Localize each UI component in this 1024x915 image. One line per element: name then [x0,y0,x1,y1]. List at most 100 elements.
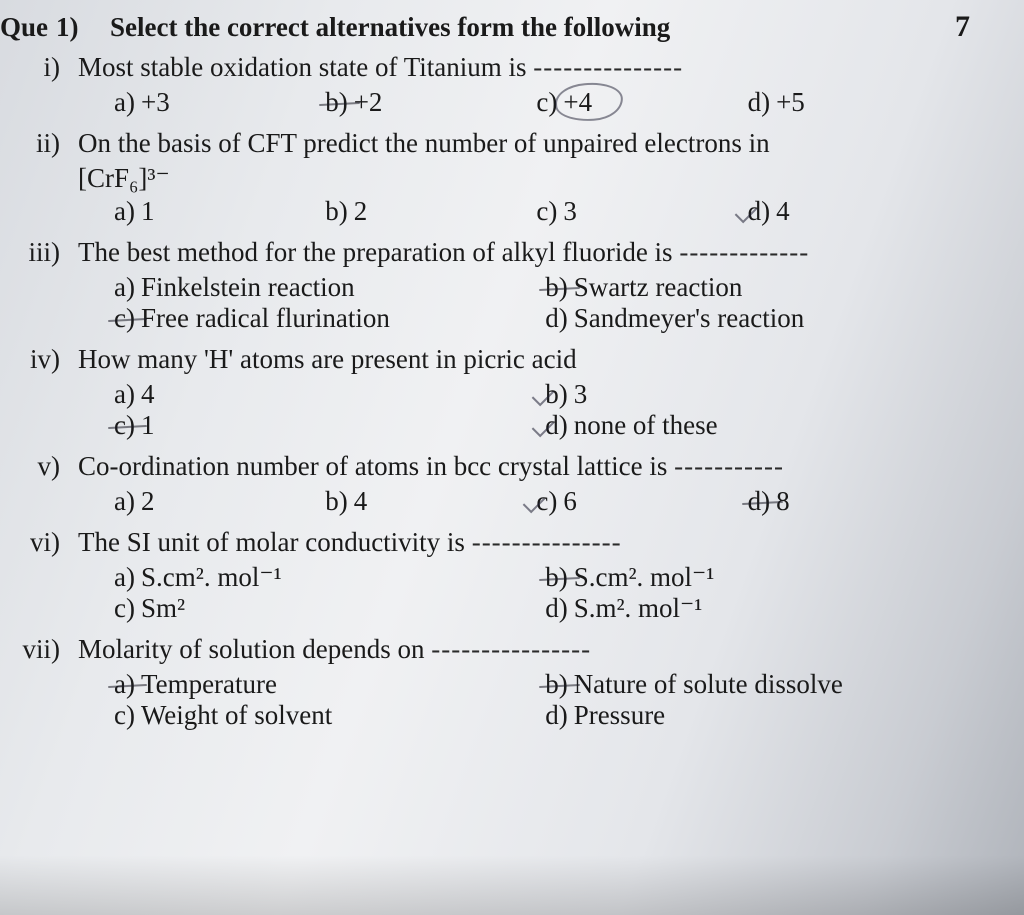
option: b)3 [545,379,976,410]
page-shadow [0,855,1024,915]
option-text: none of these [574,410,718,441]
option-letter: d) [545,410,574,441]
options-row: a)+3b)+2c)+4d)+5 [78,87,994,118]
option-text: Sandmeyer's reaction [574,303,805,334]
option-letter: b) [325,196,354,227]
option-letter: d) [748,196,777,227]
option-letter: d) [545,593,574,624]
option-text: 4 [776,196,790,227]
option-text: Pressure [574,700,665,731]
formula: [CrF₆]³⁻ [78,163,994,194]
option: a)4 [114,379,545,410]
options-row: a)S.cm². mol⁻¹b)S.cm². mol⁻¹c)Sm²d)S.m².… [78,562,994,624]
option-letter: c) [114,410,141,441]
blank-line: --------------- [472,527,622,557]
option-text: Free radical flurination [141,303,390,334]
option-text: Finkelstein reaction [141,272,355,303]
option-letter: a) [114,196,141,227]
option-letter: c) [536,196,563,227]
option-text: 4 [354,486,368,517]
option-text: 3 [574,379,588,410]
blank-line: --------------- [533,52,683,82]
options-row: a)1b)2c)3d)4 [78,196,994,227]
item-number: ii) [0,128,78,233]
item-body: Most stable oxidation state of Titanium … [78,52,994,124]
question-item: iv)How many 'H' atoms are present in pic… [0,344,994,447]
option-text: Weight of solvent [141,700,332,731]
option-text: 4 [141,379,155,410]
item-number: i) [0,52,78,124]
item-body: Co-ordination number of atoms in bcc cry… [78,451,994,523]
item-stem: Molarity of solution depends on --------… [78,634,994,665]
option-letter: a) [114,669,141,700]
item-body: The SI unit of molar conductivity is ---… [78,527,994,630]
option-letter: d) [748,87,777,118]
option: b)Nature of solute dissolve [545,669,976,700]
question-item: vi)The SI unit of molar conductivity is … [0,527,994,630]
option-letter: b) [545,379,574,410]
option-text: 2 [141,486,155,517]
option-letter: b) [545,562,574,593]
option-letter: c) [114,700,141,731]
option: a)Finkelstein reaction [114,272,545,303]
option: b)2 [325,196,536,227]
option: a)1 [114,196,325,227]
item-stem: On the basis of CFT predict the number o… [78,128,994,159]
option-letter: b) [325,486,354,517]
option-text: +4 [563,87,592,118]
option-text: 1 [141,196,155,227]
option-letter: b) [325,87,354,118]
options-row: a)Finkelstein reactionb)Swartz reactionc… [78,272,994,334]
options-row: a)Temperatureb)Nature of solute dissolve… [78,669,994,731]
option: b)4 [325,486,536,517]
option: a)2 [114,486,325,517]
option: d)Pressure [545,700,976,731]
option-letter: c) [536,87,563,118]
option: d)none of these [545,410,976,441]
option-letter: b) [545,669,574,700]
option-letter: d) [545,303,574,334]
question-item: v)Co-ordination number of atoms in bcc c… [0,451,994,523]
option-letter: b) [545,272,574,303]
option: c)Sm² [114,593,545,624]
option-text: S.cm². mol⁻¹ [574,562,715,593]
question-number: 1) [56,12,110,43]
options-row: a)2b)4c)6d)8 [78,486,994,517]
option: d)+5 [748,87,959,118]
option: b)Swartz reaction [545,272,976,303]
que-label: Que [0,12,56,43]
item-stem: The best method for the preparation of a… [78,237,994,268]
option-text: Sm² [141,593,185,624]
item-number: vii) [0,634,78,737]
option: c)6 [536,486,747,517]
option: c)Weight of solvent [114,700,545,731]
items-container: i)Most stable oxidation state of Titaniu… [0,52,994,737]
option-text: 2 [354,196,368,227]
option-letter: a) [114,379,141,410]
option-text: Temperature [141,669,277,700]
item-stem: Co-ordination number of atoms in bcc cry… [78,451,994,482]
option: d)S.m². mol⁻¹ [545,593,976,624]
option: d)8 [748,486,959,517]
question-item: ii)On the basis of CFT predict the numbe… [0,128,994,233]
option: b)S.cm². mol⁻¹ [545,562,976,593]
blank-line: ---------------- [431,634,591,664]
item-body: On the basis of CFT predict the number o… [78,128,994,233]
question-item: i)Most stable oxidation state of Titaniu… [0,52,994,124]
option-letter: c) [536,486,563,517]
option-text: Nature of solute dissolve [574,669,843,700]
blank-line: ------------- [679,237,809,267]
option: a)Temperature [114,669,545,700]
option: d)4 [748,196,959,227]
option: a)+3 [114,87,325,118]
instruction-text: Select the correct alternatives form the… [110,12,955,43]
option-letter: a) [114,87,141,118]
option-letter: a) [114,272,141,303]
option-text: +5 [776,87,805,118]
item-stem: The SI unit of molar conductivity is ---… [78,527,994,558]
item-stem: Most stable oxidation state of Titanium … [78,52,994,83]
question-item: iii)The best method for the preparation … [0,237,994,340]
option: c)+4 [536,87,747,118]
option: b)+2 [325,87,536,118]
option-letter: a) [114,486,141,517]
